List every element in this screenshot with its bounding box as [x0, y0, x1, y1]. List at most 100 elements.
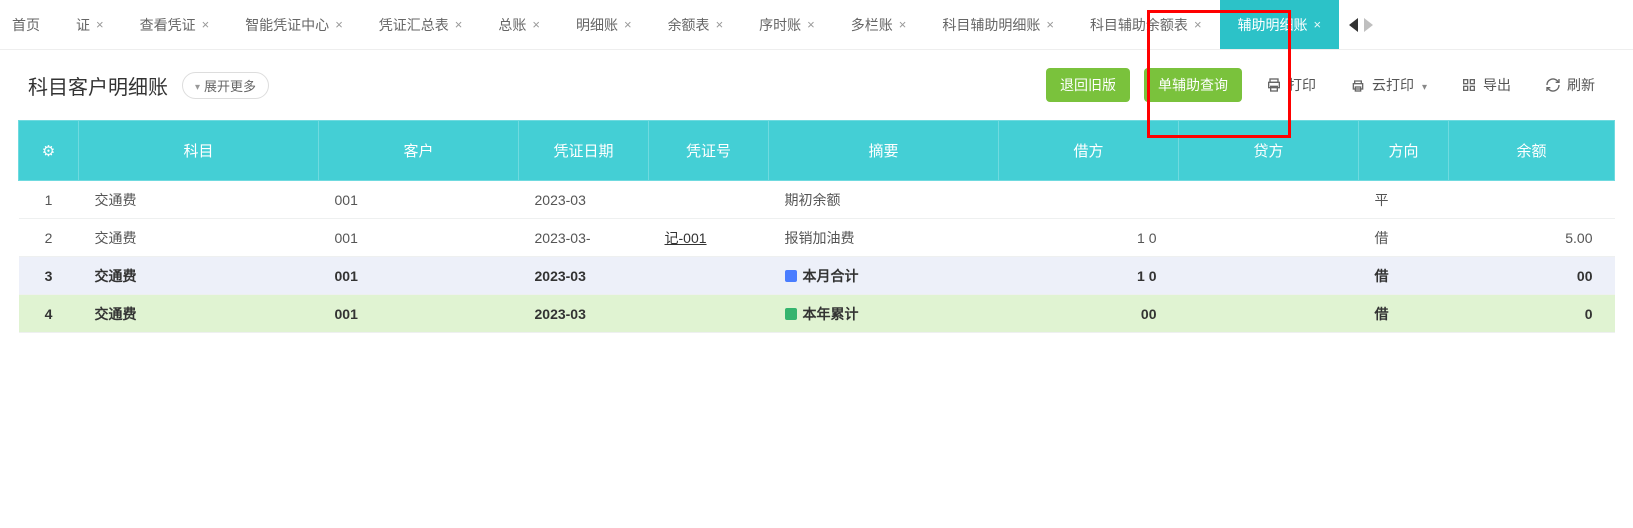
chevron-down-icon — [1420, 77, 1427, 93]
close-icon[interactable]: × — [96, 17, 104, 32]
close-icon[interactable]: × — [1046, 17, 1054, 32]
tab-label: 辅助明细账 — [1238, 15, 1308, 35]
cell-direction: 借 — [1359, 295, 1449, 333]
tab-label: 余额表 — [668, 15, 710, 35]
printer-icon — [1266, 77, 1282, 93]
cell-debit: 1 0 — [999, 219, 1179, 257]
close-icon[interactable]: × — [716, 17, 724, 32]
voucher-link[interactable]: 记-001 — [665, 230, 707, 246]
close-icon[interactable]: × — [807, 17, 815, 32]
tab-nav-arrows — [1339, 0, 1383, 49]
tab-label: 智能凭证中心 — [245, 15, 329, 35]
cell-subject: 交通费 — [79, 295, 319, 333]
column-summary: 摘要 — [769, 121, 999, 181]
tab-multi-column[interactable]: 多栏账 × — [833, 0, 925, 49]
cell-balance: 5.00 — [1449, 219, 1615, 257]
table-row[interactable]: 2交通费0012023-03-记-001报销加油费1 0借5.00 — [19, 219, 1615, 257]
cell-voucher: 记-001 — [649, 219, 769, 257]
tab-aux-detail[interactable]: 辅助明细账 × — [1220, 0, 1340, 49]
ledger-table: ⚙ 科目 客户 凭证日期 凭证号 摘要 借方 贷方 方向 余额 1交通费0012… — [18, 120, 1615, 333]
column-date: 凭证日期 — [519, 121, 649, 181]
close-icon[interactable]: × — [624, 17, 632, 32]
cell-debit: 00 — [999, 295, 1179, 333]
cell-balance: 00 — [1449, 257, 1615, 295]
cell-idx: 1 — [19, 181, 79, 219]
single-aux-query-button[interactable]: 单辅助查询 — [1144, 68, 1242, 102]
calendar-green-icon — [785, 308, 797, 320]
tab-label: 证 — [76, 15, 90, 35]
tab-view-voucher[interactable]: 查看凭证 × — [122, 0, 228, 49]
tab-detail-ledger[interactable]: 明细账 × — [558, 0, 650, 49]
tab-subject-aux-detail[interactable]: 科目辅助明细账 × — [924, 0, 1072, 49]
tab-voucher-summary[interactable]: 凭证汇总表 × — [361, 0, 481, 49]
cell-summary: 报销加油费 — [769, 219, 999, 257]
tab-label: 凭证汇总表 — [379, 15, 449, 35]
table-row[interactable]: 3交通费0012023-03本月合计1 0借00 — [19, 257, 1615, 295]
close-icon[interactable]: × — [335, 17, 343, 32]
cell-credit — [1179, 295, 1359, 333]
cell-summary: 本年累计 — [769, 295, 999, 333]
tab-label: 查看凭证 — [140, 15, 196, 35]
close-icon[interactable]: × — [899, 17, 907, 32]
cloud-print-button[interactable]: 云打印 — [1340, 68, 1437, 102]
tab-label: 多栏账 — [851, 15, 893, 35]
cell-voucher — [649, 181, 769, 219]
arrow-right-icon[interactable] — [1364, 18, 1373, 32]
tab-label: 科目辅助明细账 — [942, 15, 1040, 35]
cell-idx: 4 — [19, 295, 79, 333]
close-icon[interactable]: × — [1194, 17, 1202, 32]
cell-credit — [1179, 257, 1359, 295]
tab-general-ledger[interactable]: 总账 × — [480, 0, 558, 49]
close-icon[interactable]: × — [455, 17, 463, 32]
tab-subject-aux-balance[interactable]: 科目辅助余额表 × — [1072, 0, 1220, 49]
tab-smart-voucher[interactable]: 智能凭证中心 × — [227, 0, 361, 49]
cell-direction: 借 — [1359, 219, 1449, 257]
cell-debit — [999, 181, 1179, 219]
refresh-icon — [1545, 77, 1561, 93]
chevron-down-icon — [195, 78, 200, 93]
tab-home[interactable]: 首页 — [0, 0, 58, 49]
arrow-left-icon[interactable] — [1349, 18, 1358, 32]
column-settings[interactable]: ⚙ — [19, 121, 79, 181]
tab-label: 明细账 — [576, 15, 618, 35]
cell-balance — [1449, 181, 1615, 219]
cell-voucher — [649, 257, 769, 295]
close-icon[interactable]: × — [532, 17, 540, 32]
cloud-printer-icon — [1350, 77, 1366, 93]
cell-idx: 3 — [19, 257, 79, 295]
close-icon[interactable]: × — [1314, 17, 1322, 32]
column-customer: 客户 — [319, 121, 519, 181]
cell-summary: 本月合计 — [769, 257, 999, 295]
close-icon[interactable]: × — [202, 17, 210, 32]
cell-voucher — [649, 295, 769, 333]
cell-date: 2023-03 — [519, 181, 649, 219]
cell-credit — [1179, 181, 1359, 219]
cell-balance: 0 — [1449, 295, 1615, 333]
cell-credit — [1179, 219, 1359, 257]
export-button[interactable]: 导出 — [1451, 68, 1521, 102]
tab-label: 科目辅助余额表 — [1090, 15, 1188, 35]
gear-icon: ⚙ — [42, 143, 55, 160]
cell-date: 2023-03- — [519, 219, 649, 257]
tab-label: 总账 — [498, 15, 526, 35]
refresh-button[interactable]: 刷新 — [1535, 68, 1605, 102]
cell-customer: 001 — [319, 181, 519, 219]
export-icon — [1461, 77, 1477, 93]
print-button[interactable]: 打印 — [1256, 68, 1326, 102]
cell-date: 2023-03 — [519, 295, 649, 333]
cell-direction: 借 — [1359, 257, 1449, 295]
cell-direction: 平 — [1359, 181, 1449, 219]
cell-customer: 001 — [319, 219, 519, 257]
tab-balance-sheet[interactable]: 余额表 × — [650, 0, 742, 49]
cell-subject: 交通费 — [79, 257, 319, 295]
cell-debit: 1 0 — [999, 257, 1179, 295]
cell-customer: 001 — [319, 295, 519, 333]
table-row[interactable]: 4交通费0012023-03 本年累计00 借0 — [19, 295, 1615, 333]
tab-chrono-ledger[interactable]: 序时账× — [741, 0, 833, 49]
cell-idx: 2 — [19, 219, 79, 257]
back-old-button[interactable]: 退回旧版 — [1046, 68, 1130, 102]
column-debit: 借方 — [999, 121, 1179, 181]
expand-more-button[interactable]: 展开更多 — [182, 72, 269, 99]
tab-voucher[interactable]: 证× — [58, 0, 122, 49]
table-row[interactable]: 1交通费0012023-03期初余额平 — [19, 181, 1615, 219]
